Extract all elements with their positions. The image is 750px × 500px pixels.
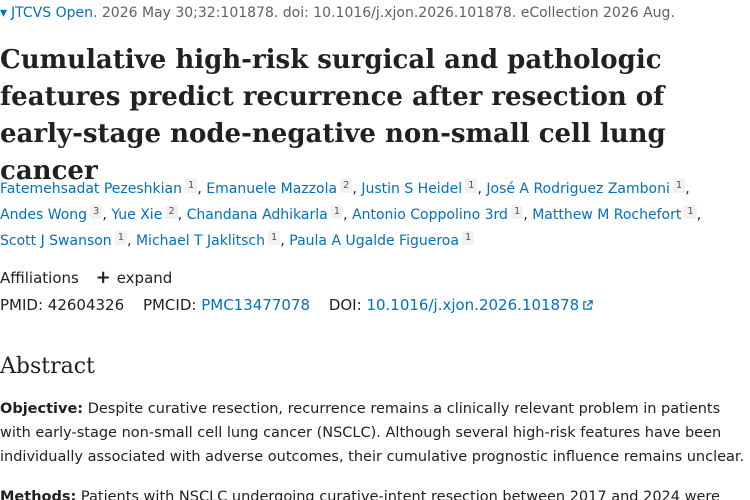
journal-dropdown-icon[interactable]: ▾	[0, 5, 8, 21]
affiliation-number[interactable]: 1	[684, 205, 697, 219]
objective-text: Despite curative resection, recurrence r…	[0, 401, 745, 465]
doi-link[interactable]: 10.1016/j.xjon.2026.101878	[366, 296, 593, 314]
affiliations-row: Affiliations + expand	[0, 267, 172, 288]
author-link[interactable]: Scott J Swanson	[0, 233, 112, 249]
author-link[interactable]: Michael T Jaklitsch	[135, 233, 265, 249]
author-item: Paula A Ugalde Figueroa 1	[289, 231, 475, 249]
pmcid-label: PMCID:	[142, 296, 197, 314]
objective-label: Objective:	[0, 401, 84, 417]
article-title: Cumulative high-risk surgical and pathol…	[0, 45, 666, 186]
affiliation-number[interactable]: 1	[510, 205, 524, 219]
affiliation-number[interactable]: 1	[461, 231, 475, 245]
author-item: Andes Wong 3,	[0, 205, 112, 223]
author-link[interactable]: Chandana Adhikarla	[186, 207, 328, 223]
author-link[interactable]: Matthew M Rochefort	[532, 207, 682, 223]
pmid-label: PMID:	[0, 296, 44, 314]
identifiers-row: PMID: 42604326 PMCID: PMC13477078 DOI: 1…	[0, 296, 593, 314]
affiliation-number[interactable]: 1	[465, 179, 478, 193]
affiliation-number[interactable]: 1	[185, 179, 198, 193]
author-link[interactable]: Antonio Coppolino 3rd	[352, 207, 508, 223]
external-link-icon	[583, 300, 593, 310]
author-link[interactable]: Andes Wong	[0, 207, 88, 223]
author-item: Fatemehsadat Pezeshkian 1,	[0, 179, 207, 197]
author-link[interactable]: José A Rodriguez Zamboni	[486, 181, 670, 197]
abstract-heading: Abstract	[0, 354, 95, 379]
affiliation-number[interactable]: 1	[114, 231, 128, 245]
author-item: Michael T Jaklitsch 1,	[135, 231, 290, 249]
author-item: José A Rodriguez Zamboni 1,	[486, 179, 690, 197]
expand-label: expand	[116, 269, 173, 287]
citation-line: ▾ JTCVS Open. 2026 May 30;32:101878. doi:…	[0, 5, 675, 21]
journal-link[interactable]: JTCVS Open.	[11, 5, 98, 21]
affiliation-number[interactable]: 2	[340, 179, 353, 193]
doi-label: DOI:	[328, 296, 362, 314]
affiliations-expand-button[interactable]: + expand	[95, 267, 173, 288]
methods-text: Patients with NSCLC undergoing curative-…	[76, 489, 720, 500]
citation-details: 2026 May 30;32:101878. doi: 10.1016/j.xj…	[97, 5, 675, 21]
affiliation-number[interactable]: 1	[330, 205, 344, 219]
author-link[interactable]: Justin S Heidel	[361, 181, 463, 197]
methods-label: Methods:	[0, 489, 77, 500]
author-link[interactable]: Fatemehsadat Pezeshkian	[0, 181, 182, 197]
author-item: Matthew M Rochefort 1,	[532, 205, 702, 223]
author-item: Chandana Adhikarla 1,	[186, 205, 352, 223]
pmcid-link[interactable]: PMC13477078	[201, 296, 311, 314]
author-item: Emanuele Mazzola 2,	[206, 179, 362, 197]
author-item: Antonio Coppolino 3rd 1,	[352, 205, 533, 223]
doi-value: 10.1016/j.xjon.2026.101878	[366, 296, 580, 314]
affiliation-number[interactable]: 1	[268, 231, 281, 245]
pmid-value: 42604326	[47, 296, 125, 314]
author-list: Fatemehsadat Pezeshkian 1, Emanuele Mazzo…	[0, 176, 750, 254]
abstract-objective: Objective: Despite curative resection, r…	[0, 397, 750, 469]
author-item: Yue Xie 2,	[111, 205, 187, 223]
author-item: Justin S Heidel 1,	[361, 179, 487, 197]
affiliations-label: Affiliations	[0, 269, 79, 287]
abstract-methods: Methods: Patients with NSCLC undergoing …	[0, 485, 750, 500]
affiliation-number[interactable]: 3	[90, 205, 103, 219]
author-link[interactable]: Paula A Ugalde Figueroa	[289, 233, 459, 249]
affiliation-number[interactable]: 1	[672, 179, 686, 193]
author-item: Scott J Swanson 1,	[0, 231, 136, 249]
plus-icon: +	[95, 267, 111, 288]
affiliation-number[interactable]: 2	[165, 205, 178, 219]
author-link[interactable]: Emanuele Mazzola	[206, 181, 338, 197]
author-link[interactable]: Yue Xie	[111, 207, 163, 223]
